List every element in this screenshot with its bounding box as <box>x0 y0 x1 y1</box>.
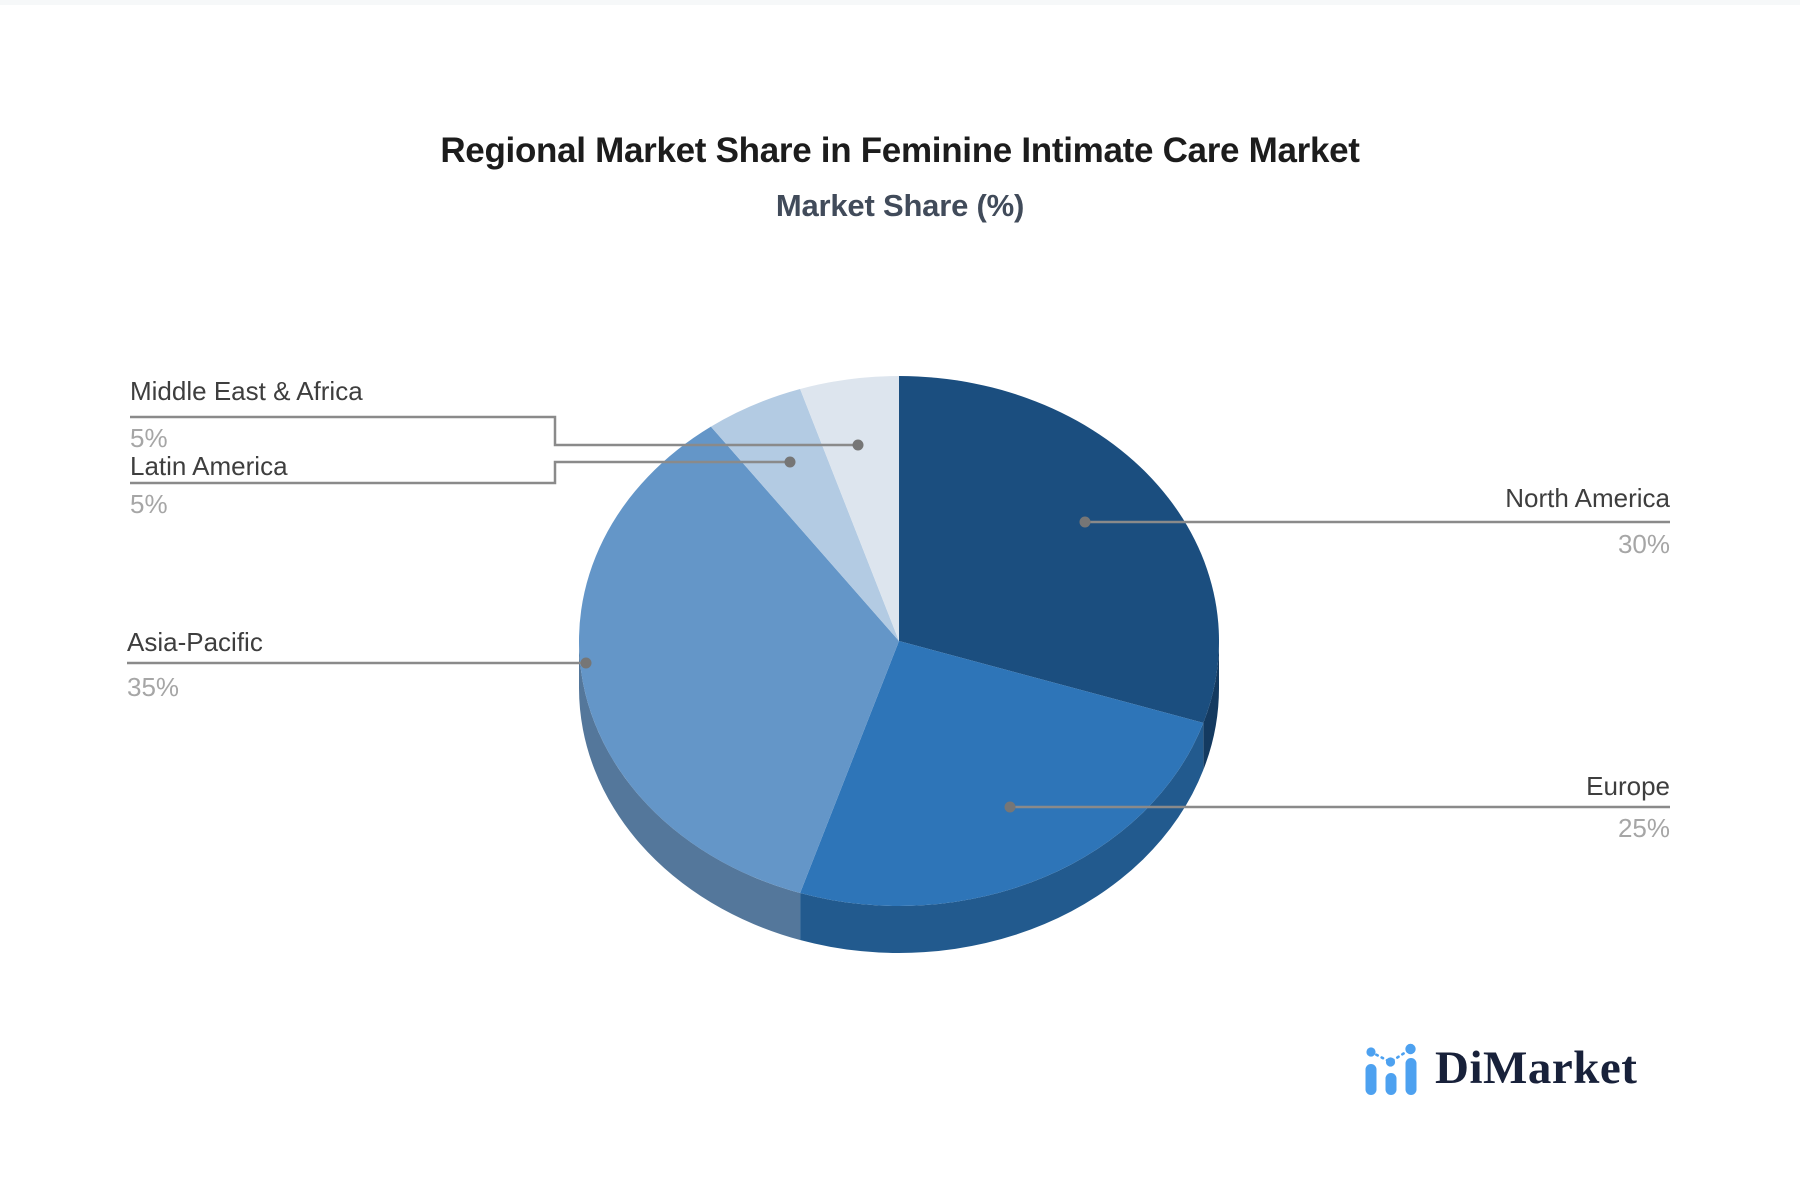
pie-slice-side-north-america <box>1203 641 1219 770</box>
pie-slice-north-america <box>899 376 1219 723</box>
leader-dot-asia-pacific <box>580 657 592 669</box>
bar-chart-logo-icon <box>1365 1043 1417 1095</box>
leader-dot-latin-america <box>784 456 796 468</box>
callout-label-europe: Europe <box>1586 771 1670 801</box>
brand-logo: DiMarket <box>1364 1040 1637 1096</box>
pie-slice-side-asia-pacific <box>579 641 801 941</box>
callout-label-asia-pacific: Asia-Pacific <box>127 627 263 657</box>
brand-name: DiMarket <box>1435 1042 1638 1094</box>
pie-slice-middle-east-africa <box>800 376 899 641</box>
leader-dot-europe <box>1004 801 1016 813</box>
top-edge-divider <box>0 0 1800 5</box>
callout-label-north-america: North America <box>1505 483 1670 513</box>
leader-dot-middle-east-africa <box>852 439 864 451</box>
chart-subtitle: Market Share (%) <box>775 188 1025 223</box>
leader-line-middle-east-africa <box>130 415 856 447</box>
callout-label-middle-east-africa: Middle East & Africa <box>130 376 363 406</box>
callout-pct-latin-america: 5% <box>130 489 168 519</box>
callout-pct-north-america: 30% <box>1617 529 1670 559</box>
leader-line-latin-america <box>130 460 788 485</box>
callout-pct-europe: 25% <box>1617 813 1670 843</box>
pie-slice-europe <box>800 641 1204 907</box>
pie-slice-side-europe <box>800 722 1204 953</box>
callout-label-latin-america: Latin America <box>130 451 288 481</box>
callout-pct-asia-pacific: 35% <box>127 672 180 702</box>
pie-slice-asia-pacific <box>578 426 899 894</box>
callout-pct-middle-east-africa: 5% <box>130 423 168 453</box>
chart-title: Regional Market Share in Feminine Intima… <box>440 131 1360 170</box>
pie-slice-latin-america <box>710 388 899 641</box>
leader-dot-north-america <box>1079 516 1091 528</box>
